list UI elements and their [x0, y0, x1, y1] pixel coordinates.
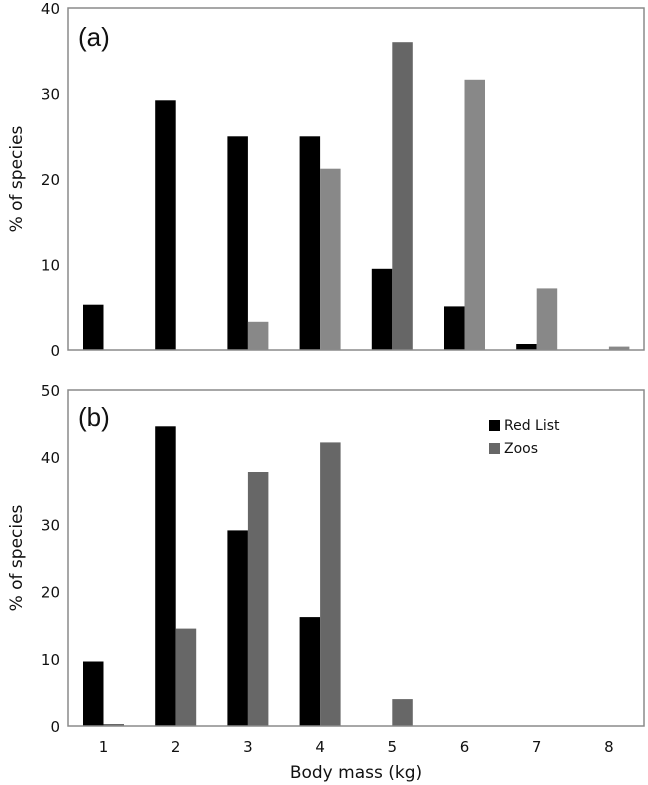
panel-a-y-tick-label: 10	[41, 257, 60, 275]
x-tick-label: 1	[99, 738, 109, 756]
panel-a-bar-red-list-2	[155, 100, 176, 350]
panel-b-y-tick-label: 50	[41, 382, 60, 400]
legend-label-zoos: Zoos	[504, 441, 538, 457]
panel-b-bars	[83, 426, 413, 726]
panel-a-bar-red-list-1	[83, 304, 104, 350]
panel-a-bar-zoos-3	[247, 321, 269, 350]
panel-b-y-axis-title: % of species	[7, 504, 27, 611]
panel-a-y-tick-label: 30	[41, 86, 60, 104]
panel-b-bar-red-list-4	[299, 617, 321, 726]
panel-a-bar-red-list-6	[444, 306, 465, 350]
panel-a-bar-red-list-3	[227, 136, 248, 351]
x-tick-label: 7	[532, 738, 542, 756]
x-tick-label: 6	[460, 738, 470, 756]
panel-a-bar-zoos-4	[320, 168, 341, 350]
panel-a-y-tick-label: 20	[41, 171, 60, 189]
panel-b: (b) % of species 0 10 20 30 40 50 1 2 3 4 5 6 7 8 Bo…	[7, 382, 645, 783]
panel-b-bar-red-list-3	[227, 530, 248, 726]
panel-b-x-ticks: 1 2 3 4 5 6 7 8	[99, 738, 614, 756]
legend: Red List Zoos	[489, 418, 560, 457]
legend-swatch-zoos	[489, 443, 500, 454]
panel-a: (a) % of species 0 10 20 30 40	[7, 0, 645, 360]
panel-b-y-tick-label: 40	[41, 449, 60, 467]
panel-a-y-axis-title: % of species	[7, 125, 27, 232]
panel-b-y-tick-label: 20	[41, 584, 60, 602]
panel-b-y-tick-label: 30	[41, 516, 60, 534]
panel-b-label: (b)	[78, 402, 110, 432]
panel-b-bar-zoos-5	[392, 699, 413, 726]
panel-a-bar-red-list-7	[516, 344, 537, 350]
x-tick-label: 8	[604, 738, 614, 756]
x-tick-label: 4	[315, 738, 325, 756]
panel-a-frame	[67, 7, 645, 351]
panel-a-bar-zoos-8	[608, 346, 630, 350]
panel-a-bar-red-list-5	[371, 268, 393, 350]
panel-b-y-ticks: 0 10 20 30 40 50	[41, 382, 60, 736]
panel-a-y-ticks: 0 10 20 30 40	[41, 0, 60, 360]
x-tick-label: 2	[171, 738, 181, 756]
legend-label-red-list: Red List	[504, 418, 560, 434]
panel-a-bar-zoos-6	[464, 79, 485, 351]
panel-b-bar-zoos-1	[103, 724, 124, 726]
panel-a-bars	[83, 42, 630, 351]
panel-a-label: (a)	[78, 22, 110, 52]
x-axis-title: Body mass (kg)	[290, 763, 422, 783]
x-tick-label: 3	[243, 738, 253, 756]
panel-b-y-tick-label: 10	[41, 651, 60, 669]
panel-a-y-tick-label: 0	[50, 342, 60, 360]
x-tick-label: 5	[388, 738, 398, 756]
panel-b-bar-red-list-1	[83, 661, 104, 726]
panel-b-bar-red-list-2	[155, 426, 176, 726]
panel-a-bar-red-list-4	[299, 136, 321, 351]
panel-a-bar-zoos-7	[536, 288, 558, 350]
panel-a-bar-zoos-5	[392, 42, 413, 350]
panel-b-bar-zoos-4	[320, 442, 341, 726]
panel-b-frame	[67, 389, 645, 727]
panel-b-bar-zoos-2	[175, 628, 197, 726]
panel-b-bar-zoos-3	[247, 472, 269, 726]
legend-swatch-red-list	[489, 420, 500, 431]
panel-b-y-tick-label: 0	[50, 718, 60, 736]
panel-a-y-tick-label: 40	[41, 0, 60, 18]
